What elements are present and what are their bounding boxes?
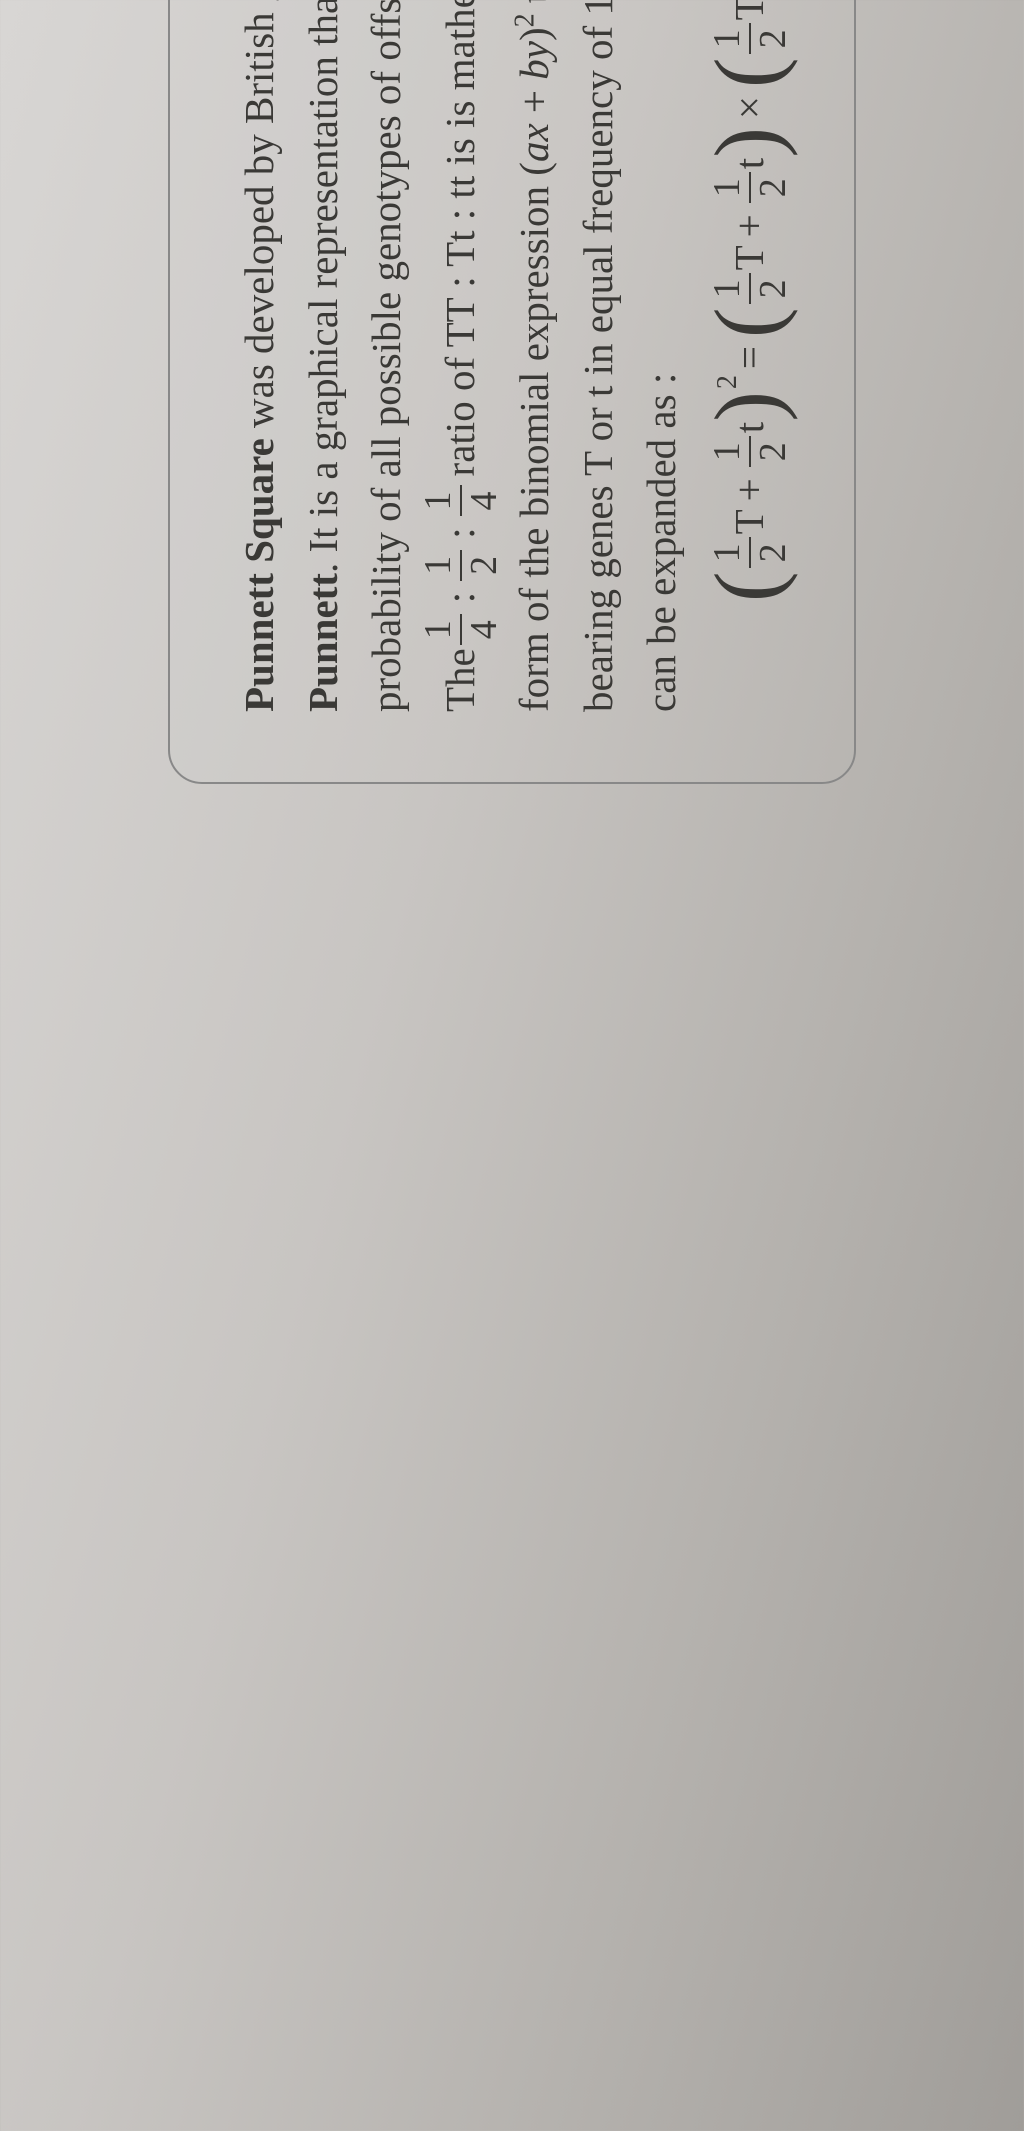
- lhs-var-2: t: [725, 422, 774, 433]
- paragraph-line-2: Punnett. It is a graphical representatio…: [292, 0, 356, 712]
- mid1-plus: +: [725, 214, 774, 237]
- equation-expansion: ( 1 2 T + 1 2 t ) 2 = ( 1 2: [708, 0, 792, 712]
- lhs-frac-1: 1 2: [708, 537, 792, 568]
- ratio-sep-2: :: [429, 527, 493, 538]
- text-segment: bearing genes T or t in equal frequency …: [575, 0, 621, 712]
- mid1-frac-1: 1 2: [708, 273, 792, 304]
- paragraph-line-5: form of the binomial expression (ax + by…: [503, 0, 567, 712]
- times-op: ×: [725, 96, 774, 119]
- var-ax: ax: [511, 123, 557, 162]
- text-segment: form of the binomial expression (: [511, 162, 557, 712]
- var-by: by: [511, 41, 557, 80]
- paragraph-line-6: bearing genes T or t in equal frequency …: [567, 0, 631, 712]
- callout-box: Punnett Square was developed by British …: [168, 0, 855, 784]
- paren-close-2: ): [715, 127, 779, 158]
- paragraph-line-4: The 1 4 : 1 2 : 1 4 ratio of TT : Tt : t…: [419, 0, 503, 712]
- exponent-2: 2: [509, 13, 540, 27]
- mid1-var-1: T: [725, 245, 774, 270]
- ratio-frac-1: 1 4: [419, 614, 503, 645]
- mid1-frac-2: 1 2: [708, 172, 792, 203]
- paren-close: ): [715, 391, 779, 422]
- text-segment: was developed by British geneticist: [236, 0, 282, 438]
- equals-1: =: [725, 346, 774, 369]
- text-segment: . It is a graphical representation that …: [300, 0, 346, 573]
- mid2-frac-1: 1 2: [708, 23, 792, 54]
- text-the: The: [429, 648, 493, 712]
- paren-open-3: (: [715, 57, 779, 88]
- close-paren: ): [511, 27, 557, 41]
- lhs-plus: +: [725, 478, 774, 501]
- text-segment: probability of all possible genotypes of…: [363, 0, 409, 712]
- ratio-frac-2: 1 2: [419, 550, 503, 581]
- ratio-sep-1: :: [429, 592, 493, 603]
- term-punnett-square: Punnett Square: [236, 438, 282, 712]
- lhs-var-1: T: [725, 509, 774, 534]
- plus: +: [511, 80, 557, 124]
- paragraph-line-1: Punnett Square was developed by British …: [228, 0, 292, 712]
- text-ratio-tail: ratio of TT : Tt : tt is is mathematical…: [429, 0, 493, 476]
- name-punnett: Punnett: [300, 573, 346, 712]
- paragraph-line-7: can be expanded as :: [630, 0, 694, 712]
- paren-open-2: (: [715, 307, 779, 338]
- mid2-var-1: T: [725, 0, 774, 20]
- ratio-frac-3: 1 4: [419, 485, 503, 516]
- text-segment: can be expanded as :: [638, 373, 684, 712]
- lhs-exp: 2: [711, 375, 745, 389]
- lhs-frac-2: 1 2: [708, 436, 792, 467]
- mid1-var-2: t: [725, 158, 774, 169]
- paren-open: (: [715, 571, 779, 602]
- text-segment: that has the gametes: [511, 0, 557, 13]
- paragraph-line-3: probability of all possible genotypes of…: [355, 0, 419, 712]
